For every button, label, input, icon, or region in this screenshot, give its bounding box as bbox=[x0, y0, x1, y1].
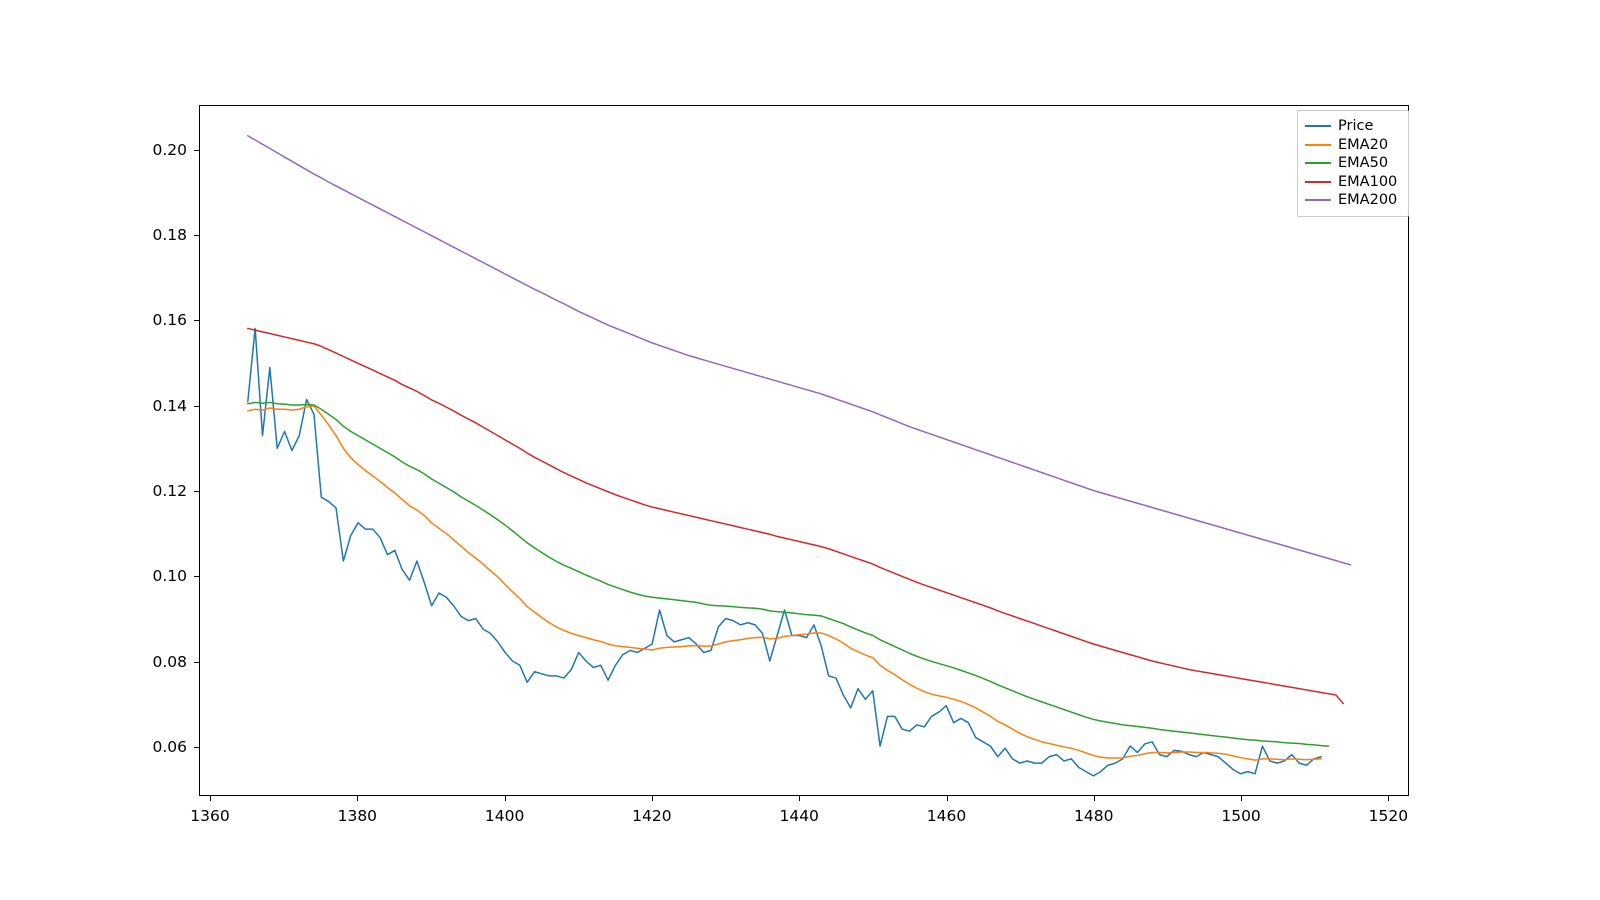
x-tick-mark bbox=[1093, 796, 1095, 801]
series-line-ema100 bbox=[248, 328, 1344, 703]
y-tick-label: 0.10 bbox=[152, 567, 187, 586]
series-line-ema200 bbox=[248, 136, 1351, 565]
x-tick-label: 1460 bbox=[926, 807, 967, 825]
x-tick-label: 1500 bbox=[1221, 807, 1261, 825]
y-tick-label: 0.16 bbox=[152, 311, 187, 330]
y-tick-mark bbox=[194, 576, 199, 578]
series-line-price bbox=[248, 328, 1321, 775]
y-tick-label: 0.14 bbox=[152, 396, 187, 415]
legend-swatch-ema100 bbox=[1305, 180, 1331, 183]
legend-item-price: Price bbox=[1305, 117, 1401, 136]
x-tick-label: 1480 bbox=[1074, 807, 1114, 825]
legend-item-ema200: EMA200 bbox=[1305, 191, 1401, 210]
x-tick-label: 1440 bbox=[779, 807, 819, 825]
y-tick-label: 0.06 bbox=[152, 737, 187, 756]
x-tick-mark bbox=[1241, 796, 1243, 801]
legend-item-ema100: EMA100 bbox=[1305, 173, 1401, 192]
x-tick-mark bbox=[799, 796, 801, 801]
legend-swatch-ema20 bbox=[1305, 143, 1331, 146]
y-tick-label: 0.18 bbox=[152, 226, 187, 245]
legend-label: EMA20 bbox=[1338, 136, 1389, 153]
series-line-ema20 bbox=[248, 406, 1321, 760]
x-tick-mark bbox=[210, 796, 212, 801]
legend-label: Price bbox=[1338, 118, 1374, 134]
x-tick-label: 1420 bbox=[632, 807, 672, 825]
x-tick-mark bbox=[946, 796, 948, 801]
y-tick-mark bbox=[194, 320, 199, 322]
legend-label: EMA50 bbox=[1338, 155, 1389, 171]
y-tick-label: 0.12 bbox=[152, 482, 187, 501]
legend-swatch-ema200 bbox=[1305, 199, 1331, 202]
y-tick-mark bbox=[194, 491, 199, 493]
x-tick-mark bbox=[651, 796, 653, 801]
y-tick-mark bbox=[194, 235, 199, 237]
series-line-ema50 bbox=[248, 402, 1329, 746]
x-tick-label: 1400 bbox=[484, 807, 525, 825]
chart-legend: Price EMA20 EMA50 EMA100 EMA200 bbox=[1297, 110, 1409, 217]
x-tick-label: 1360 bbox=[190, 807, 230, 825]
legend-label: EMA100 bbox=[1338, 173, 1398, 190]
plot-area bbox=[199, 105, 1409, 796]
x-tick-label: 1380 bbox=[337, 807, 378, 825]
y-tick-label: 0.08 bbox=[152, 652, 187, 671]
y-tick-mark bbox=[194, 661, 199, 663]
legend-item-ema50: EMA50 bbox=[1305, 154, 1401, 173]
plot-svg bbox=[200, 106, 1408, 795]
x-tick-mark bbox=[1388, 796, 1390, 801]
y-tick-mark bbox=[194, 405, 199, 407]
y-tick-label: 0.20 bbox=[152, 140, 187, 159]
x-tick-mark bbox=[504, 796, 506, 801]
legend-label: EMA200 bbox=[1338, 192, 1398, 208]
legend-swatch-ema50 bbox=[1305, 162, 1331, 165]
y-tick-mark bbox=[194, 149, 199, 151]
y-tick-mark bbox=[194, 746, 199, 749]
x-tick-mark bbox=[357, 796, 359, 801]
legend-item-ema20: EMA20 bbox=[1305, 136, 1401, 155]
series-group bbox=[248, 136, 1351, 776]
legend-swatch-price bbox=[1305, 125, 1331, 128]
x-tick-label: 1520 bbox=[1368, 807, 1409, 825]
